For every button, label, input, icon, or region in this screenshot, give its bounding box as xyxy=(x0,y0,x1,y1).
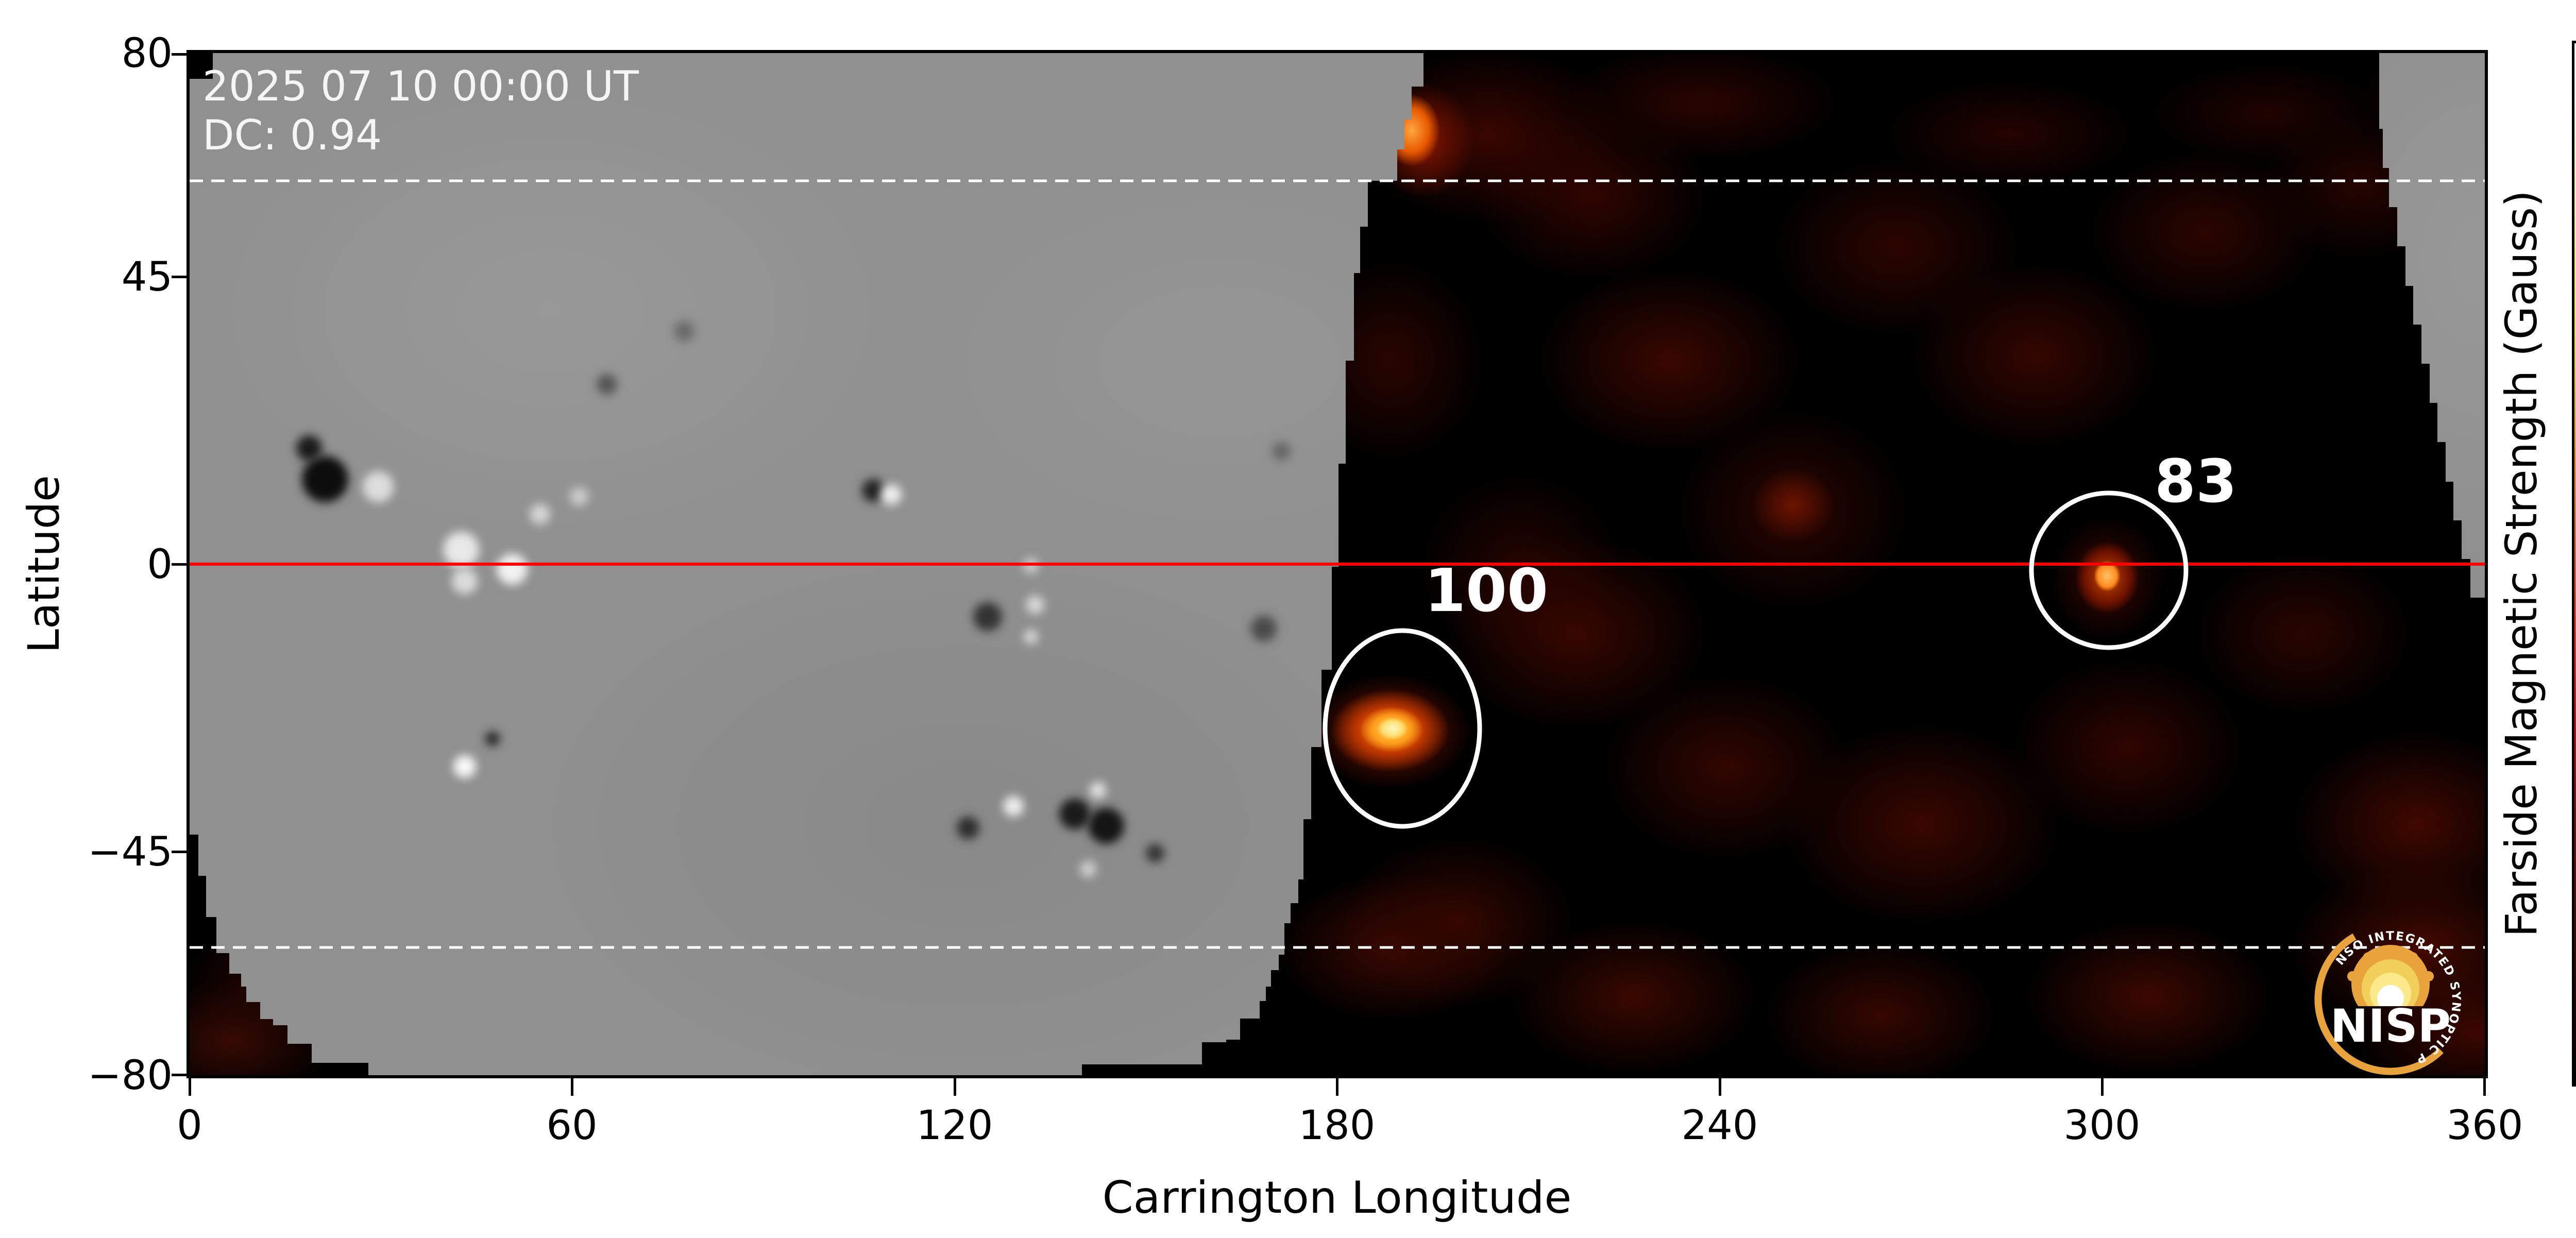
sunspot-bright xyxy=(1080,861,1096,877)
sunspot-dark xyxy=(1272,442,1291,461)
sunspot-bright xyxy=(363,471,394,502)
x-tick-label: 360 xyxy=(2446,1103,2523,1149)
sunspot-bright xyxy=(452,568,478,594)
sunspot-bright xyxy=(1026,596,1044,614)
sunspot-dark xyxy=(674,321,694,342)
x-tick xyxy=(1336,1078,1338,1096)
x-tick xyxy=(954,1078,956,1096)
sunspot-dark xyxy=(862,479,885,502)
duty-cycle-line: DC: 0.94 xyxy=(202,111,382,159)
active-region-100-circle xyxy=(1323,628,1482,829)
x-tick xyxy=(2483,1078,2486,1096)
y-tick-label: 80 xyxy=(121,30,173,77)
sunspot-bright xyxy=(497,554,528,585)
y-tick-label: −45 xyxy=(88,829,173,875)
y-tick xyxy=(172,851,190,853)
y-axis-title: Latitude xyxy=(19,475,69,653)
x-tick-label: 180 xyxy=(1298,1103,1376,1149)
reference-lines-overlay xyxy=(190,179,2485,949)
x-tick-label: 300 xyxy=(2063,1103,2141,1149)
x-tick-label: 0 xyxy=(177,1103,202,1149)
sunspot-bright xyxy=(1003,796,1024,817)
sunspot-bright xyxy=(570,487,588,506)
y-tick-label: 0 xyxy=(147,541,173,588)
sunspot-dark xyxy=(1251,616,1277,641)
x-tick-label: 120 xyxy=(916,1103,993,1149)
x-tick xyxy=(571,1078,573,1096)
logo-ring-arc xyxy=(2314,933,2444,1075)
nisp-logo: NISP NSO INTEGRATED SYNOPTIC PROGRAM xyxy=(2313,922,2462,1075)
sunspot-dark xyxy=(485,732,500,746)
x-tick xyxy=(1719,1078,1721,1096)
sunspot-bright xyxy=(530,504,550,524)
map-corner-notch xyxy=(190,53,213,79)
y-tick xyxy=(172,276,190,278)
farside-colorbar xyxy=(2572,41,2576,1087)
logo-sun-icon xyxy=(2347,945,2434,1006)
x-tick-label: 60 xyxy=(546,1103,598,1149)
sunspot-dark xyxy=(973,602,1002,631)
x-tick-label: 240 xyxy=(1681,1103,1758,1149)
timestamp-annotation: 2025 07 10 00:00 UT DC: 0.94 xyxy=(202,62,639,160)
x-tick xyxy=(2101,1078,2104,1096)
logo-acronym-text: NISP xyxy=(2330,999,2451,1053)
x-tick xyxy=(189,1078,191,1096)
sunspot-bright xyxy=(1024,630,1038,644)
sunspot-bright xyxy=(443,532,479,568)
x-axis-title: Carrington Longitude xyxy=(1102,1172,1572,1224)
sunspot-dark xyxy=(597,374,617,395)
active-region-100-label: 100 xyxy=(1425,556,1549,625)
sunspot-dark xyxy=(296,435,322,461)
y-tick xyxy=(172,563,190,566)
sunspot-bright xyxy=(1090,782,1106,799)
y-tick-label: −80 xyxy=(88,1053,173,1099)
active-region-83-circle xyxy=(2029,490,2189,650)
sunspot-dark xyxy=(957,817,979,839)
y-tick xyxy=(172,1074,190,1076)
y-tick xyxy=(172,53,190,56)
y-tick-label: 45 xyxy=(121,254,173,300)
active-region-83-label: 83 xyxy=(2155,447,2238,516)
farside-colorbar-title: Farside Magnetic Strength (Gauss) xyxy=(2496,190,2547,937)
sunspot-dark xyxy=(302,456,348,502)
sunspot-dark xyxy=(1088,808,1124,844)
map-plot-area xyxy=(187,50,2488,1078)
sunspot-dark xyxy=(1146,844,1164,862)
sunspot-bright xyxy=(453,755,476,778)
sunspot-bright xyxy=(881,484,902,505)
sunspot-dark xyxy=(1059,799,1090,829)
timestamp-line: 2025 07 10 00:00 UT xyxy=(202,62,639,110)
